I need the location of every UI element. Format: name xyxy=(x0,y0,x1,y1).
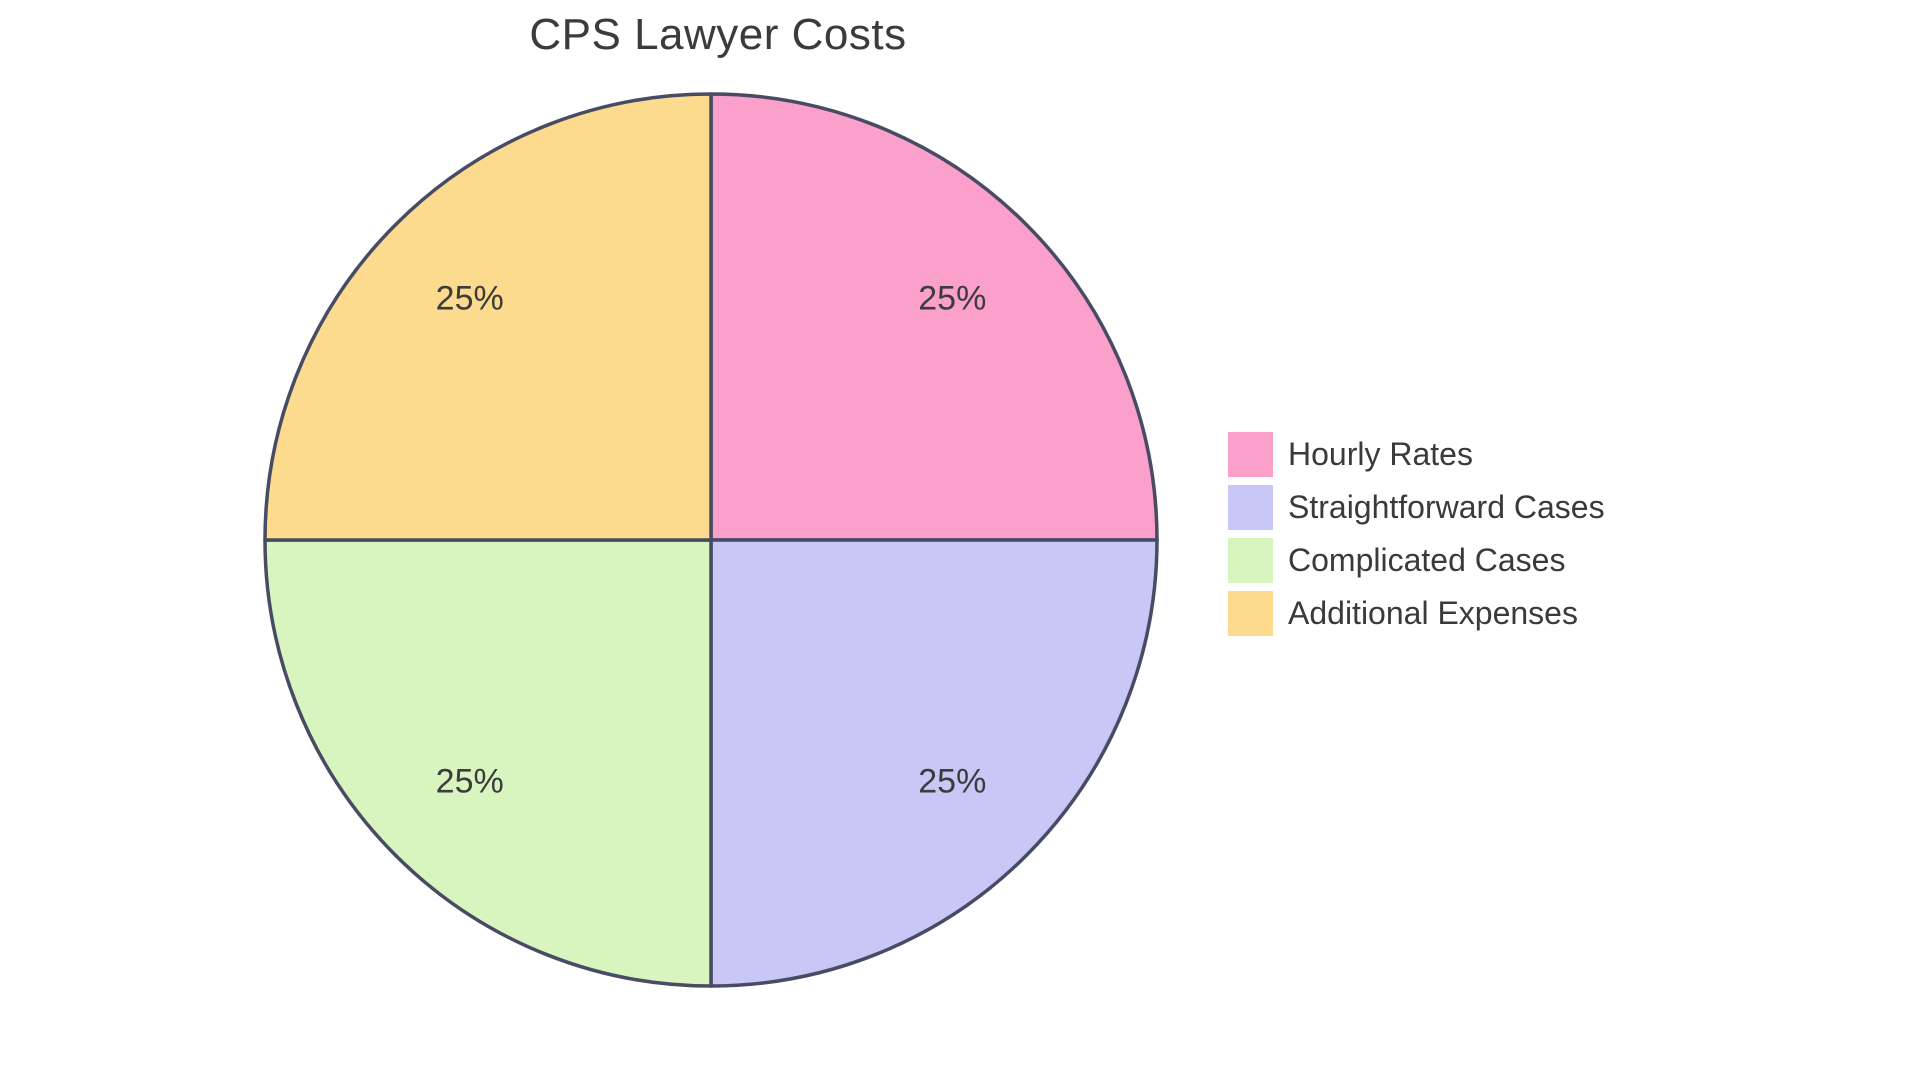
legend: Hourly Rates Straightforward Cases Complic… xyxy=(1228,432,1605,644)
legend-item-complicated-cases[interactable]: Complicated Cases xyxy=(1228,538,1605,583)
pie-slice-complicated-cases[interactable] xyxy=(263,538,713,988)
slice-percentage-label: 25% xyxy=(436,280,504,318)
legend-item-straightforward-cases[interactable]: Straightforward Cases xyxy=(1228,485,1605,530)
legend-swatch xyxy=(1228,485,1273,530)
pie-slice-hourly-rates[interactable] xyxy=(709,92,1159,542)
slice-percentage-label: 25% xyxy=(918,280,986,318)
pie-slice-straightforward-cases[interactable] xyxy=(709,538,1159,988)
legend-label: Additional Expenses xyxy=(1288,595,1578,631)
legend-item-hourly-rates[interactable]: Hourly Rates xyxy=(1228,432,1605,477)
legend-swatch xyxy=(1228,591,1273,636)
legend-item-additional-expenses[interactable]: Additional Expenses xyxy=(1228,591,1605,636)
pie-slice-additional-expenses[interactable] xyxy=(263,92,713,542)
slice-percentage-label: 25% xyxy=(436,762,504,800)
legend-swatch xyxy=(1228,538,1273,583)
legend-label: Straightforward Cases xyxy=(1288,489,1605,525)
legend-label: Hourly Rates xyxy=(1288,436,1473,472)
legend-swatch xyxy=(1228,432,1273,477)
chart-title: CPS Lawyer Costs xyxy=(529,10,907,59)
slice-percentage-label: 25% xyxy=(918,762,986,800)
legend-label: Complicated Cases xyxy=(1288,542,1566,578)
